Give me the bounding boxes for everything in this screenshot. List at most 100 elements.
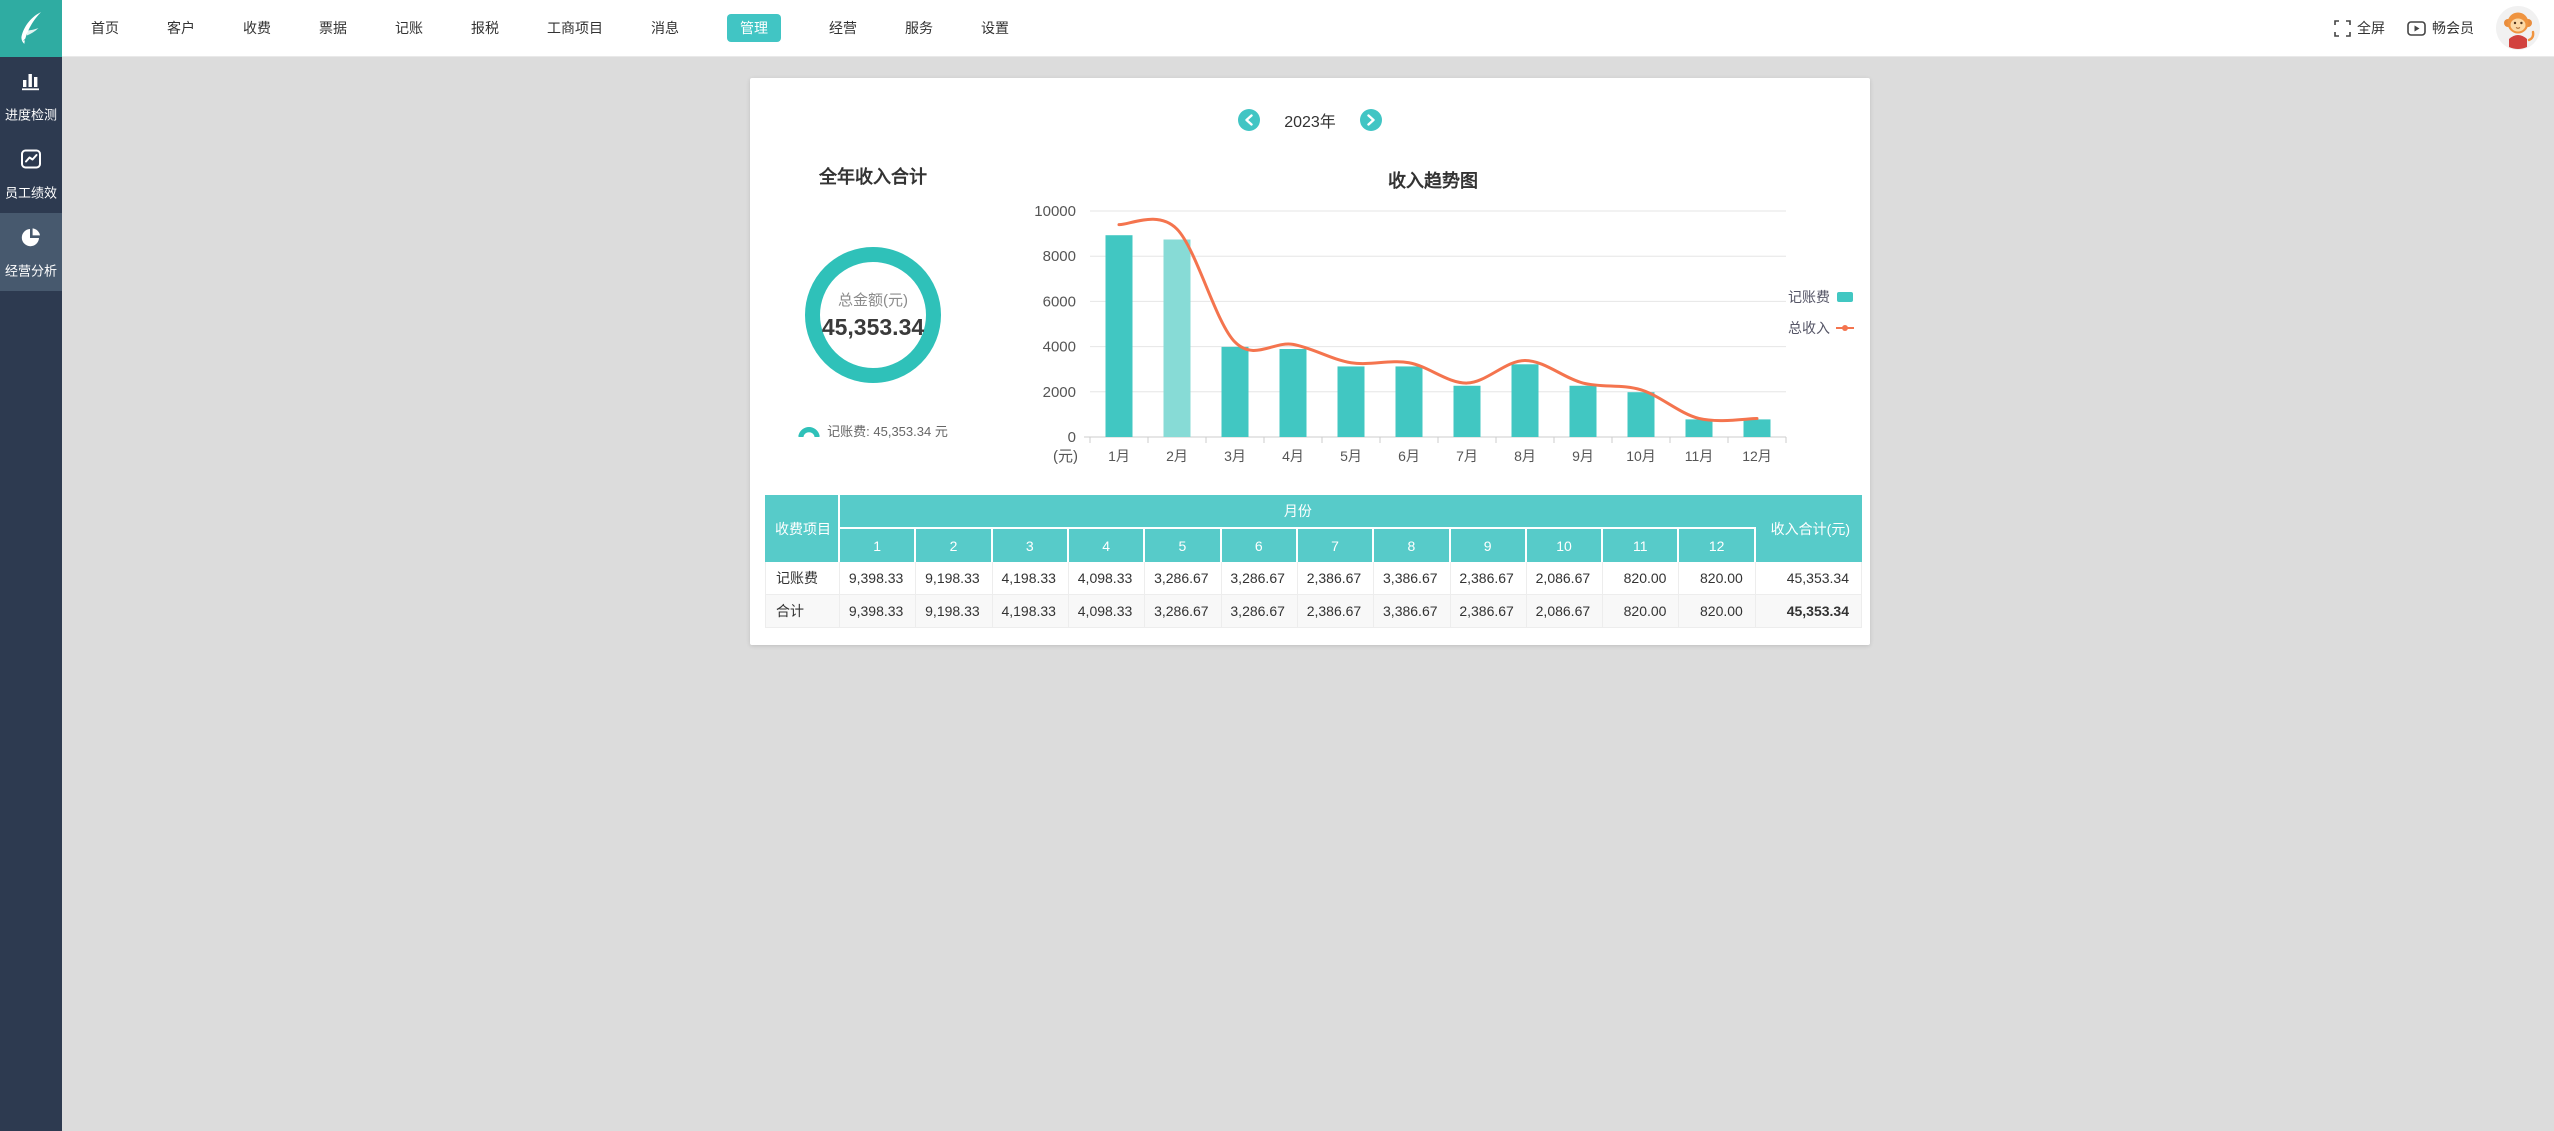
table-header-month-5: 5 xyxy=(1145,529,1222,562)
table-header-month-12: 12 xyxy=(1679,529,1756,562)
sidebar: 进度检测员工绩效经营分析 xyxy=(0,57,62,1131)
nav-item-管理[interactable]: 管理 xyxy=(727,14,781,42)
table-header-month-11: 11 xyxy=(1603,529,1680,562)
topbar: 首页 客户 收费 票据 记账 报税 工商项目 消息 管理 经营 服务 设置 全屏 畅会员 xyxy=(0,0,2554,57)
bar-10月[interactable] xyxy=(1627,392,1655,437)
sidebar-item-label: 经营分析 xyxy=(4,263,58,279)
main-nav: 首页 客户 收费 票据 记账 报税 工商项目 消息 管理 经营 服务 设置 xyxy=(91,14,2334,42)
bar-1月[interactable] xyxy=(1105,235,1133,437)
y-axis-tick-label: 10000 xyxy=(1034,203,1076,220)
bar-8月[interactable] xyxy=(1511,364,1539,437)
member-button[interactable]: 畅会员 xyxy=(2407,18,2474,38)
month-value-cell: 2,386.67 xyxy=(1297,562,1375,595)
bar-6月[interactable] xyxy=(1395,366,1423,437)
x-axis-category-label: 10月 xyxy=(1626,448,1656,464)
y-axis-unit-label: (元) xyxy=(1053,448,1078,465)
x-axis-category-label: 5月 xyxy=(1340,448,1362,464)
legend-line-dot xyxy=(1842,325,1848,331)
month-value-cell: 4,098.33 xyxy=(1068,562,1146,595)
nav-item-报税[interactable]: 报税 xyxy=(471,20,499,36)
prev-year-button[interactable] xyxy=(1238,109,1261,131)
x-axis-category-label: 6月 xyxy=(1398,448,1420,464)
table-row-合计: 合计 9,398.33 9,198.33 4,198.33 4,098.33 3,286.… xyxy=(765,595,1862,628)
x-axis-category-label: 2月 xyxy=(1166,448,1188,464)
y-axis-tick-label: 6000 xyxy=(1043,293,1076,310)
month-value-cell: 3,386.67 xyxy=(1374,562,1451,595)
bar-7月[interactable] xyxy=(1453,385,1481,437)
main-content: 2023年 全年收入合计 总金额(元) 45,353.34 xyxy=(62,57,2554,1131)
month-value-cell: 9,198.33 xyxy=(916,595,993,628)
bar-9月[interactable] xyxy=(1569,385,1597,437)
annual-summary: 全年收入合计 总金额(元) 45,353.34 记账费: 45,353.34 元 xyxy=(750,163,996,475)
nav-item-消息[interactable]: 消息 xyxy=(651,20,679,36)
y-axis-tick-label: 0 xyxy=(1068,429,1076,446)
logo[interactable] xyxy=(0,0,62,57)
avatar[interactable] xyxy=(2496,6,2540,50)
month-value-cell: 9,398.33 xyxy=(840,595,917,628)
sidebar-item-label: 进度检测 xyxy=(4,107,58,123)
table-header-month-2: 2 xyxy=(916,529,993,562)
sidebar-item-经营分析[interactable]: 经营分析 xyxy=(0,213,62,291)
month-value-cell: 820.00 xyxy=(1603,562,1680,595)
income-table: 收费项目 月份 收入合计(元) 1 2 3 4 5 6 7 8 9 10 11 12 记账费 9,398.33 9… xyxy=(765,495,1862,628)
bar-4月[interactable] xyxy=(1279,349,1307,437)
dashboard-card: 2023年 全年收入合计 总金额(元) 45,353.34 xyxy=(750,78,1870,645)
table-header-month-group: 月份 xyxy=(840,495,1756,529)
month-value-cell: 4,098.33 xyxy=(1068,595,1146,628)
nav-item-服务[interactable]: 服务 xyxy=(905,20,933,36)
month-value-cell: 3,286.67 xyxy=(1221,595,1298,628)
x-axis-category-label: 3月 xyxy=(1224,448,1246,464)
table-header-item: 收费项目 xyxy=(765,495,841,562)
chevron-left-icon xyxy=(1245,114,1253,126)
bar-3月[interactable] xyxy=(1221,346,1249,437)
sidebar-item-员工绩效[interactable]: 员工绩效 xyxy=(0,135,62,213)
legend-item-记账费[interactable]: 记账费 xyxy=(1788,289,1853,305)
nav-item-设置[interactable]: 设置 xyxy=(981,20,1009,36)
feather-logo-icon xyxy=(21,12,41,44)
sidebar-item-进度检测[interactable]: 进度检测 xyxy=(0,57,62,135)
month-value-cell: 2,386.67 xyxy=(1450,595,1527,628)
row-total-cell: 45,353.34 xyxy=(1755,595,1862,628)
topbar-right: 全屏 畅会员 xyxy=(2334,6,2540,50)
bar-2月[interactable] xyxy=(1163,239,1191,437)
x-axis-category-label: 7月 xyxy=(1456,448,1478,464)
y-axis-tick-label: 8000 xyxy=(1043,248,1076,265)
nav-item-收费[interactable]: 收费 xyxy=(243,20,271,36)
fullscreen-button[interactable]: 全屏 xyxy=(2334,18,2385,38)
table-header-total: 收入合计(元) xyxy=(1755,495,1862,562)
bar-12月[interactable] xyxy=(1743,419,1771,437)
pie-chart-icon xyxy=(19,225,43,254)
table-header-month-1: 1 xyxy=(840,529,917,562)
bar-5月[interactable] xyxy=(1337,366,1365,437)
donut-legend-item[interactable]: 记账费: 45,353.34 元 xyxy=(750,421,996,440)
table-header-month-4: 4 xyxy=(1068,529,1146,562)
donut-chart[interactable] xyxy=(773,215,973,415)
member-label: 畅会员 xyxy=(2432,20,2474,36)
legend-label: 总收入 xyxy=(1788,320,1830,336)
table-header-month-9: 9 xyxy=(1450,529,1527,562)
month-value-cell: 4,198.33 xyxy=(992,562,1069,595)
nav-item-工商项目[interactable]: 工商项目 xyxy=(547,20,603,36)
table-header-month-7: 7 xyxy=(1297,529,1375,562)
month-value-cell: 2,086.67 xyxy=(1526,595,1604,628)
month-value-cell: 9,198.33 xyxy=(916,562,993,595)
member-video-icon xyxy=(2407,20,2426,36)
table-row-记账费: 记账费 9,398.33 9,198.33 4,198.33 4,098.33 3,286… xyxy=(765,562,1862,595)
legend-item-总收入[interactable]: 总收入 xyxy=(1788,320,1854,336)
nav-item-首页[interactable]: 首页 xyxy=(91,20,119,36)
month-value-cell: 3,286.67 xyxy=(1145,562,1222,595)
month-value-cell: 2,386.67 xyxy=(1450,562,1527,595)
x-axis-category-label: 4月 xyxy=(1282,448,1304,464)
nav-item-票据[interactable]: 票据 xyxy=(319,20,347,36)
chevron-right-icon xyxy=(1367,114,1375,126)
month-value-cell: 4,198.33 xyxy=(992,595,1069,628)
bar-11月[interactable] xyxy=(1685,419,1713,437)
table-header-month-10: 10 xyxy=(1526,529,1604,562)
fullscreen-label: 全屏 xyxy=(2357,20,2385,36)
legend-label: 记账费 xyxy=(1788,289,1830,305)
nav-item-经营[interactable]: 经营 xyxy=(829,20,857,36)
trend-box-icon xyxy=(19,147,43,176)
nav-item-记账[interactable]: 记账 xyxy=(395,20,423,36)
next-year-button[interactable] xyxy=(1359,109,1382,131)
nav-item-客户[interactable]: 客户 xyxy=(167,20,195,36)
